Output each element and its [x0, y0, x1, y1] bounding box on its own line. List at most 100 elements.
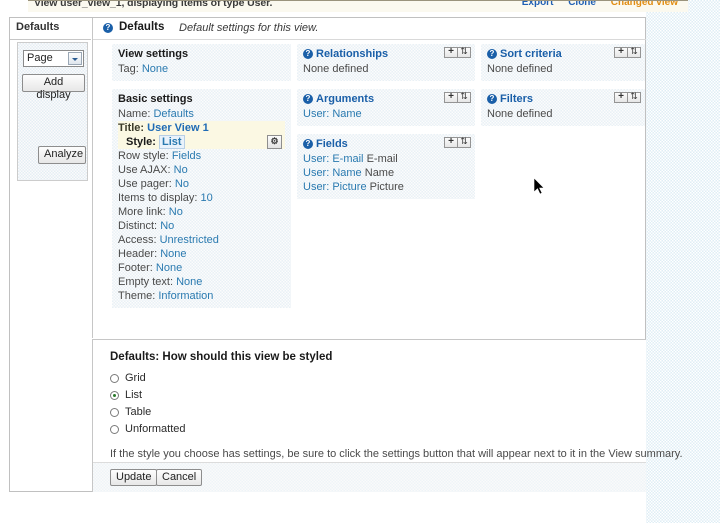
list-item[interactable]: User: Picture Picture	[303, 180, 469, 194]
row-row-style[interactable]: Row style: Fields	[118, 149, 285, 163]
filters-title-text[interactable]: Filters	[500, 93, 534, 105]
sort-criteria-empty: None defined	[487, 63, 553, 75]
row-title[interactable]: Title: User View 1	[118, 121, 285, 135]
add-relationship-icon[interactable]	[444, 47, 458, 58]
view-action-links[interactable]: Export Clone Changed view	[510, 0, 678, 8]
row-use-pager[interactable]: Use pager: No	[118, 177, 285, 191]
display-type-select[interactable]: Page	[23, 50, 84, 67]
display-type-value: Page	[27, 52, 53, 64]
radio-option-unformatted[interactable]: Unformatted	[110, 421, 186, 438]
filters-title[interactable]: ? Filters	[487, 93, 639, 106]
export-link[interactable]: Export	[521, 0, 554, 8]
rearrange-arguments-icon[interactable]	[457, 92, 471, 103]
arguments-title[interactable]: ? Arguments	[303, 93, 469, 106]
fields-title-text[interactable]: Fields	[316, 138, 348, 150]
radio-table-icon[interactable]	[110, 408, 119, 417]
row-access[interactable]: Access: Unrestricted	[118, 233, 285, 247]
help-icon[interactable]: ?	[303, 49, 313, 60]
row-tag-value[interactable]: None	[141, 63, 169, 75]
panel-basic-settings: Basic settings Name: Defaults Title: Use…	[112, 89, 291, 308]
row-footer[interactable]: Footer: None	[118, 261, 285, 275]
radio-list-icon[interactable]	[110, 391, 119, 400]
rearrange-filters-icon[interactable]	[627, 92, 641, 103]
style-radio-group[interactable]: Grid List Table Unformatted	[110, 370, 186, 438]
arguments-title-text[interactable]: Arguments	[316, 93, 375, 105]
rearrange-sort-criteria-icon[interactable]	[627, 47, 641, 58]
list-item[interactable]: User: Name Name	[303, 166, 469, 180]
radio-grid-icon[interactable]	[110, 374, 119, 383]
style-settings-form: Defaults: How should this view be styled…	[92, 339, 683, 492]
row-items-value[interactable]: 10	[200, 192, 213, 204]
analyze-button[interactable]: Analyze	[38, 146, 86, 164]
sort-criteria-actions[interactable]	[614, 47, 641, 58]
help-icon[interactable]: ?	[103, 23, 113, 33]
field-link[interactable]: User: Picture	[303, 181, 367, 193]
help-icon[interactable]: ?	[487, 94, 497, 105]
row-items-to-display[interactable]: Items to display: 10	[118, 191, 285, 205]
row-theme[interactable]: Theme: Information	[118, 289, 285, 303]
add-display-button[interactable]: Add display	[22, 74, 85, 101]
clone-link[interactable]: Clone	[568, 0, 596, 8]
sort-criteria-title[interactable]: ? Sort criteria	[487, 48, 639, 61]
row-title-value[interactable]: User View 1	[147, 122, 209, 134]
row-distinct-value[interactable]: No	[160, 220, 175, 232]
fields-actions[interactable]	[444, 137, 471, 148]
add-field-icon[interactable]	[444, 137, 458, 148]
update-button[interactable]: Update	[110, 469, 158, 486]
display-tabs[interactable]: Defaults	[10, 18, 91, 40]
row-theme-value[interactable]: Information	[158, 290, 214, 302]
add-argument-icon[interactable]	[444, 92, 458, 103]
row-title-label: Title:	[118, 122, 145, 134]
gear-icon[interactable]: ⚙	[267, 135, 282, 149]
radio-option-list[interactable]: List	[110, 387, 186, 404]
row-empty-text[interactable]: Empty text: None	[118, 275, 285, 289]
display-tab-defaults[interactable]: Defaults	[16, 21, 60, 33]
filters-actions[interactable]	[614, 92, 641, 103]
changed-view-link[interactable]: Changed view	[610, 0, 678, 8]
row-empty-text-value[interactable]: None	[176, 276, 203, 288]
list-item[interactable]: User: Name	[303, 107, 469, 121]
radio-option-grid[interactable]: Grid	[110, 370, 186, 387]
row-distinct[interactable]: Distinct: No	[118, 219, 285, 233]
row-footer-label: Footer:	[118, 262, 153, 274]
row-tag[interactable]: Tag: None	[118, 62, 285, 76]
arguments-actions[interactable]	[444, 92, 471, 103]
row-use-ajax-value[interactable]: No	[173, 164, 188, 176]
row-style-setting[interactable]: Style: List ⚙	[118, 135, 285, 149]
row-row-style-value[interactable]: Fields	[171, 150, 202, 162]
help-icon[interactable]: ?	[303, 94, 313, 105]
row-access-value[interactable]: Unrestricted	[159, 234, 219, 246]
field-link[interactable]: User: E-mail	[303, 153, 364, 165]
row-header[interactable]: Header: None	[118, 247, 285, 261]
list-item[interactable]: User: E-mail E-mail	[303, 152, 469, 166]
add-filter-icon[interactable]	[614, 92, 628, 103]
add-sort-criterion-icon[interactable]	[614, 47, 628, 58]
row-use-ajax[interactable]: Use AJAX: No	[118, 163, 285, 177]
row-name[interactable]: Name: Defaults	[118, 107, 285, 121]
row-footer-value[interactable]: None	[155, 262, 183, 274]
row-name-label: Name:	[118, 108, 151, 120]
view-title-band: View user_view_1, displaying items of ty…	[28, 0, 688, 12]
help-icon[interactable]: ?	[303, 139, 313, 150]
radio-unformatted-icon[interactable]	[110, 425, 119, 434]
rearrange-fields-icon[interactable]	[457, 137, 471, 148]
row-more-link-value[interactable]: No	[168, 206, 183, 218]
sort-criteria-title-text[interactable]: Sort criteria	[500, 48, 562, 60]
relationships-title-text[interactable]: Relationships	[316, 48, 389, 60]
field-link[interactable]: User: Name	[303, 167, 362, 179]
row-more-link[interactable]: More link: No	[118, 205, 285, 219]
display-sidebar: Defaults Page Add display Analyze	[10, 18, 91, 186]
row-use-pager-value[interactable]: No	[174, 178, 189, 190]
fields-title[interactable]: ? Fields	[303, 138, 469, 151]
chevron-down-icon[interactable]	[68, 52, 82, 65]
row-name-value[interactable]: Defaults	[153, 108, 194, 120]
rearrange-relationships-icon[interactable]	[457, 47, 471, 58]
row-header-value[interactable]: None	[160, 248, 187, 260]
relationships-actions[interactable]	[444, 47, 471, 58]
help-icon[interactable]: ?	[487, 49, 497, 60]
argument-link[interactable]: User: Name	[303, 108, 362, 120]
radio-option-table[interactable]: Table	[110, 404, 186, 421]
row-style-value[interactable]: List	[159, 135, 185, 149]
relationships-title[interactable]: ? Relationships	[303, 48, 469, 61]
cancel-button[interactable]: Cancel	[156, 469, 203, 486]
